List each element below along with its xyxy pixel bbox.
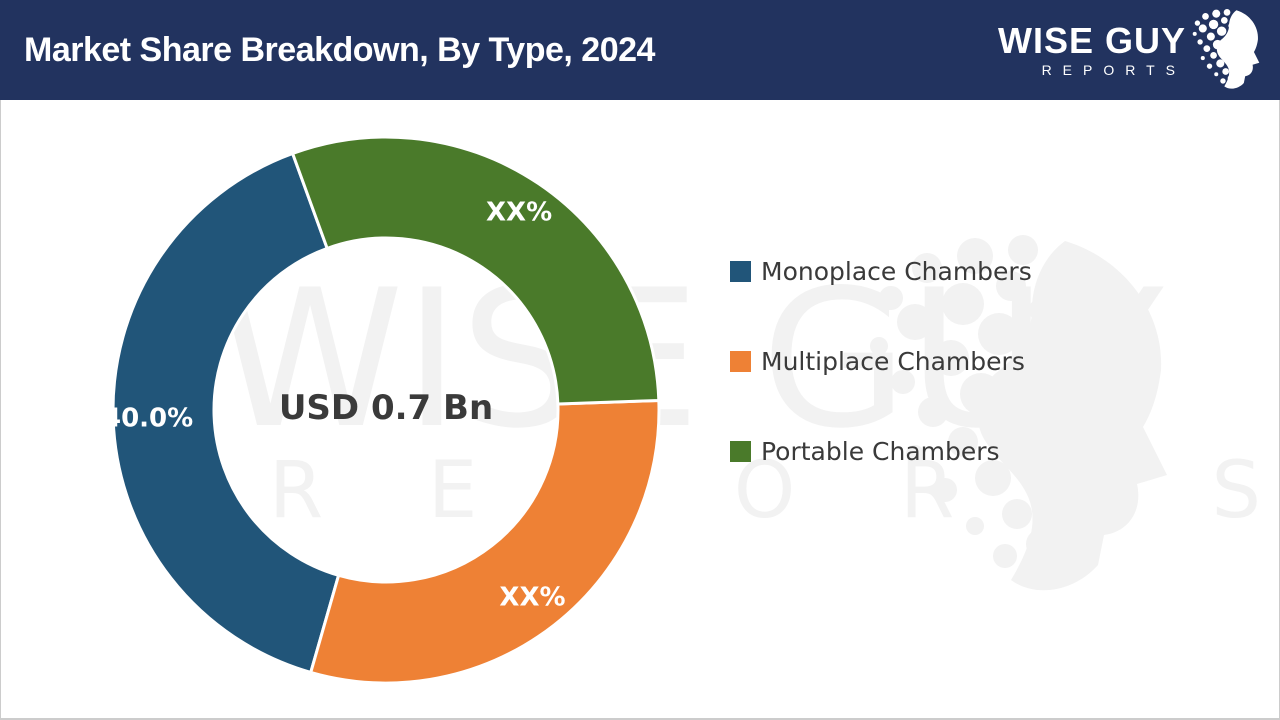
pie-slice-multiplace-chambers xyxy=(309,398,661,685)
slice-label: XX% xyxy=(499,583,565,613)
legend-label: Multiplace Chambers xyxy=(761,346,1025,376)
header: Market Share Breakdown, By Type, 2024 WI… xyxy=(0,0,1280,100)
slice-label: 40.0% xyxy=(103,403,193,433)
legend-item-multiplace: Multiplace Chambers xyxy=(730,345,1032,377)
legend: Monoplace Chambers Multiplace Chambers P… xyxy=(730,255,1032,525)
legend-item-portable: Portable Chambers xyxy=(730,435,1032,467)
logo-text: WISE GUY REPORTS xyxy=(997,20,1186,78)
page-title: Market Share Breakdown, By Type, 2024 xyxy=(24,30,655,69)
legend-swatch-portable xyxy=(730,440,751,462)
legend-swatch-monoplace xyxy=(730,260,751,282)
logo-wordmark: WISE GUY xyxy=(997,20,1186,61)
center-value: USD 0.7 Bn xyxy=(278,388,494,428)
legend-item-monoplace: Monoplace Chambers xyxy=(730,255,1032,287)
donut-chart: 40.0% XX% XX% xyxy=(103,135,661,685)
logo-subtitle: REPORTS xyxy=(1041,62,1186,78)
pie-slice-monoplace-chambers xyxy=(111,151,341,674)
wise-guy-logo: WISE GUY REPORTS xyxy=(998,8,1262,92)
watermark-head-icon xyxy=(870,235,1167,591)
pie-slice-portable-chambers xyxy=(291,135,661,406)
slice-label: XX% xyxy=(486,198,552,228)
legend-swatch-multiplace xyxy=(730,350,751,372)
legend-label: Portable Chambers xyxy=(761,436,1000,466)
dotted-head-icon xyxy=(1192,8,1260,89)
legend-label: Monoplace Chambers xyxy=(761,256,1032,286)
chart-area: WISE GUY R E P O R T S 40.0% XX% XX% USD 0… xyxy=(0,100,1280,720)
